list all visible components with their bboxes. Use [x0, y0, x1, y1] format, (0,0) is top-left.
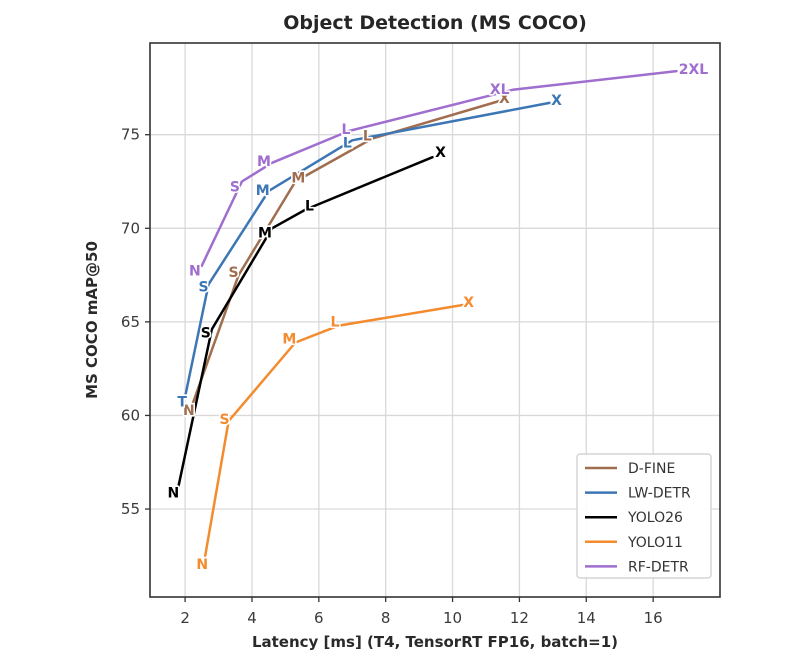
x-tick-label: 2 [180, 609, 190, 627]
point-label-yolo11-l: L [330, 315, 339, 331]
legend-item: LW-DETR [585, 486, 691, 502]
series-line-d-fine [190, 99, 501, 408]
legend-item-label: YOLO11 [627, 535, 683, 551]
point-label-d-fine-s: S [229, 265, 239, 281]
plot-border [149, 42, 721, 598]
y-tick-label: 65 [121, 313, 140, 331]
x-tick-label: 8 [381, 609, 391, 627]
series-line-yolo26 [177, 155, 434, 488]
legend-box [576, 453, 712, 579]
x-tick-label: 10 [443, 609, 462, 627]
point-label-d-fine-x: X [499, 91, 510, 107]
legend-item-label: LW-DETR [628, 486, 691, 502]
y-axis-label: MS COCO mAP@50 [83, 241, 101, 399]
chart-title: Object Detection (MS COCO) [283, 12, 587, 34]
point-label-rf-detr-xl: XL [490, 82, 510, 98]
legend-item: D-FINE [585, 461, 675, 477]
point-label-d-fine-l: L [363, 129, 372, 145]
series-line-yolo11 [203, 303, 464, 558]
point-label-d-fine-n: N [183, 403, 195, 419]
y-tick-label: 75 [121, 126, 140, 144]
point-label-yolo26-m: M [258, 225, 272, 241]
legend-item: RF-DETR [585, 559, 689, 575]
y-tick-label: 55 [121, 500, 140, 518]
point-label-yolo26-s: S [201, 325, 211, 341]
point-label-yolo26-x: X [435, 145, 446, 161]
series-line-rf-detr [200, 69, 678, 267]
x-tick-label: 6 [314, 609, 324, 627]
point-label-rf-detr-l: L [341, 122, 350, 138]
point-label-yolo11-s: S [220, 412, 230, 428]
point-label-lw-detr-s: S [198, 279, 208, 295]
point-label-yolo11-n: N [196, 557, 208, 573]
point-label-rf-detr-s: S [230, 180, 240, 196]
point-label-rf-detr-2xl: 2XL [679, 62, 709, 78]
point-label-lw-detr-l: L [343, 135, 352, 151]
x-axis-label: Latency [ms] (T4, TensorRT FP16, batch=1… [252, 633, 618, 651]
point-label-rf-detr-m: M [257, 154, 271, 170]
legend-item-label: RF-DETR [628, 559, 689, 575]
series-lines [177, 69, 678, 558]
legend-item-label: D-FINE [628, 461, 675, 477]
point-label-lw-detr-t: T [177, 395, 187, 411]
point-label-yolo11-m: M [282, 332, 296, 348]
point-label-yolo11-x: X [463, 295, 474, 311]
y-tick-label: 70 [121, 219, 140, 237]
point-label-rf-detr-n: N [189, 264, 201, 280]
x-tick-label: 16 [644, 609, 663, 627]
point-label-yolo26-n: N [168, 486, 180, 502]
point-label-lw-detr-m: M [256, 183, 270, 199]
point-label-lw-detr-x: X [551, 93, 562, 109]
x-tick-label: 4 [247, 609, 257, 627]
legend: D-FINE LW-DETR YOLO26 YOLO11 RF-DETR [576, 453, 712, 579]
legend-item: YOLO26 [585, 510, 683, 526]
legend-item: YOLO11 [585, 535, 683, 551]
axes: 2 4 6 8 10 12 14 16 55 60 65 70 75 [121, 42, 721, 627]
series-line-lw-detr [183, 101, 551, 398]
x-tick-label: 14 [577, 609, 596, 627]
x-tick-label: 12 [510, 609, 529, 627]
legend-item-label: YOLO26 [627, 510, 683, 526]
point-label-yolo26-l: L [305, 199, 314, 215]
y-tick-label: 60 [121, 406, 140, 424]
point-label-d-fine-m: M [291, 171, 305, 187]
